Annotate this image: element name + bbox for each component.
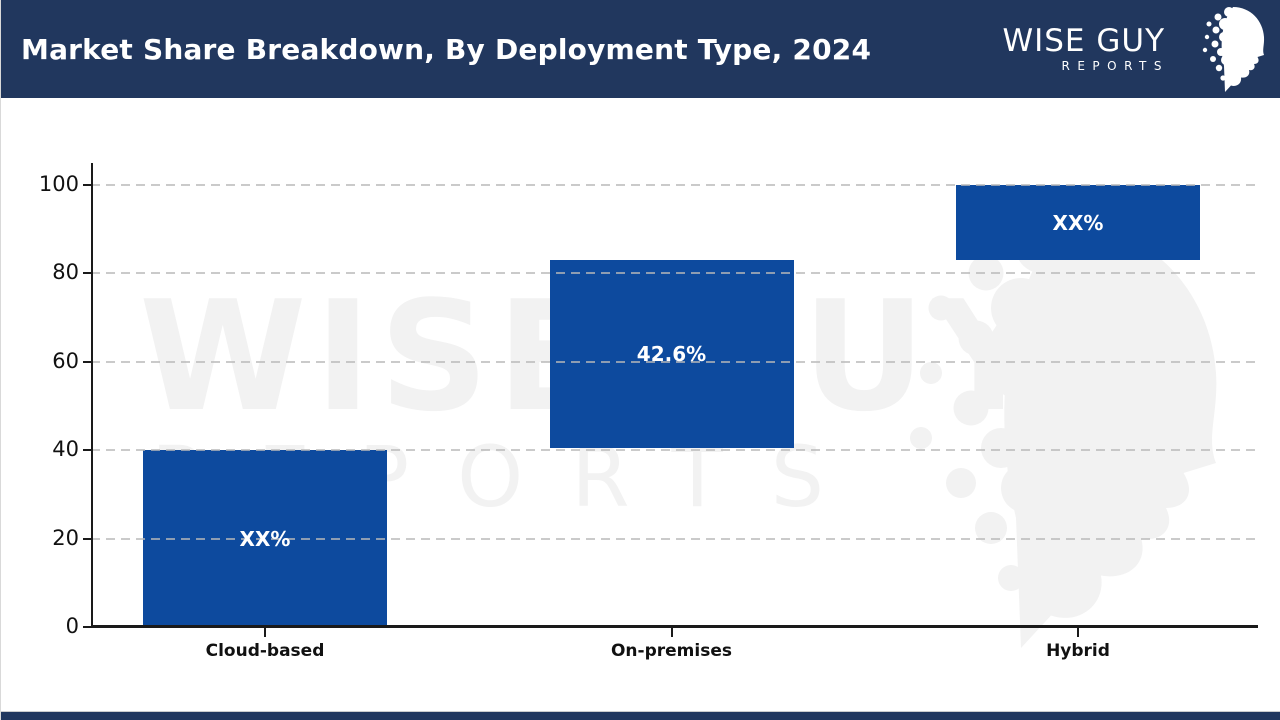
bar-value-label: 42.6% bbox=[636, 342, 707, 367]
page-title: Market Share Breakdown, By Deployment Ty… bbox=[21, 32, 872, 66]
y-tick-label-60: 60 bbox=[52, 348, 79, 373]
bar-value-label: XX% bbox=[1052, 210, 1104, 235]
x-tick-mark-2 bbox=[1077, 628, 1079, 637]
gridline-100 bbox=[91, 184, 1257, 186]
y-tick-label-0: 0 bbox=[65, 614, 79, 638]
logo-subtitle: REPORTS bbox=[1061, 59, 1169, 74]
header-bar: Market Share Breakdown, By Deployment Ty… bbox=[1, 0, 1280, 98]
wise-guy-logo: WISE GUY REPORTS bbox=[1002, 4, 1280, 94]
y-tick-mark-60 bbox=[83, 360, 91, 363]
y-tick-label-40: 40 bbox=[52, 437, 79, 462]
y-tick-label-100: 100 bbox=[38, 172, 79, 196]
gridline-20 bbox=[91, 537, 1257, 540]
y-tick-mark-0 bbox=[83, 626, 91, 628]
x-tick-label-2: Hybrid bbox=[1046, 641, 1110, 661]
logo-head-icon bbox=[1202, 7, 1265, 92]
y-tick-mark-40 bbox=[83, 449, 91, 452]
gridline-60 bbox=[91, 360, 1257, 363]
footer-divider bbox=[1, 711, 1280, 712]
gridline-80 bbox=[91, 272, 1257, 275]
y-tick-label-20: 20 bbox=[52, 525, 79, 550]
x-tick-label-0: Cloud-based bbox=[205, 641, 325, 661]
y-tick-mark-20 bbox=[83, 537, 91, 540]
x-tick-mark-0 bbox=[264, 628, 266, 637]
x-tick-label-1: On-premises bbox=[610, 641, 732, 661]
x-axis-line bbox=[91, 625, 1258, 628]
y-tick-mark-100 bbox=[83, 184, 91, 186]
footer-bar bbox=[1, 712, 1280, 720]
logo-wordmark: WISE GUY bbox=[1002, 22, 1165, 59]
chart-area: WISE GUY REPORTS 0 20 4 bbox=[1, 98, 1280, 712]
bar-on-premises bbox=[549, 260, 794, 449]
logo-text: WISE GUY REPORTS bbox=[1002, 25, 1165, 74]
y-tick-mark-80 bbox=[83, 272, 91, 275]
y-axis-line bbox=[91, 163, 93, 627]
x-tick-mark-1 bbox=[670, 628, 673, 637]
y-tick-label-80: 80 bbox=[52, 260, 79, 285]
bar-value-label: XX% bbox=[239, 526, 291, 551]
gridline-40 bbox=[91, 449, 1257, 452]
